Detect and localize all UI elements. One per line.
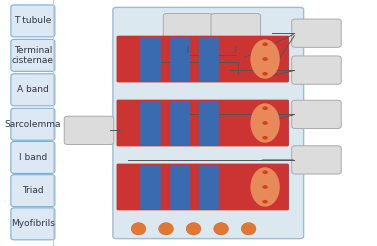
FancyBboxPatch shape	[163, 14, 213, 46]
FancyBboxPatch shape	[11, 175, 55, 207]
FancyBboxPatch shape	[211, 14, 261, 46]
Ellipse shape	[262, 72, 268, 76]
Bar	[199, 37, 219, 81]
Ellipse shape	[262, 42, 268, 46]
Text: Sarcolemma: Sarcolemma	[5, 120, 61, 129]
Ellipse shape	[262, 57, 268, 61]
Text: I band: I band	[19, 153, 47, 162]
Bar	[170, 37, 190, 81]
FancyBboxPatch shape	[116, 164, 289, 210]
FancyBboxPatch shape	[113, 7, 303, 239]
Text: Triad: Triad	[22, 186, 44, 195]
Bar	[199, 101, 219, 145]
FancyBboxPatch shape	[116, 36, 289, 82]
Ellipse shape	[250, 167, 280, 207]
FancyBboxPatch shape	[11, 5, 55, 37]
Bar	[140, 37, 161, 81]
Bar	[170, 101, 190, 145]
Ellipse shape	[131, 223, 146, 235]
FancyBboxPatch shape	[11, 108, 55, 140]
FancyBboxPatch shape	[292, 100, 341, 128]
FancyBboxPatch shape	[292, 19, 341, 47]
Ellipse shape	[214, 223, 228, 235]
FancyBboxPatch shape	[11, 39, 55, 71]
FancyBboxPatch shape	[11, 208, 55, 240]
Text: Terminal
cisternae: Terminal cisternae	[12, 46, 54, 65]
FancyBboxPatch shape	[292, 56, 341, 84]
Ellipse shape	[262, 185, 268, 189]
FancyBboxPatch shape	[116, 100, 289, 146]
Ellipse shape	[250, 39, 280, 79]
Bar	[140, 101, 161, 145]
Bar	[140, 165, 161, 209]
FancyBboxPatch shape	[11, 141, 55, 173]
Text: T tubule: T tubule	[14, 16, 52, 25]
Ellipse shape	[159, 223, 173, 235]
Ellipse shape	[262, 106, 268, 110]
Text: Myofibrils: Myofibrils	[11, 219, 55, 228]
Bar	[170, 165, 190, 209]
Ellipse shape	[186, 223, 201, 235]
Ellipse shape	[262, 121, 268, 125]
FancyBboxPatch shape	[292, 146, 341, 174]
FancyBboxPatch shape	[11, 74, 55, 106]
FancyBboxPatch shape	[64, 116, 114, 144]
Ellipse shape	[250, 103, 280, 143]
Bar	[199, 165, 219, 209]
Text: A band: A band	[17, 85, 49, 94]
Ellipse shape	[262, 200, 268, 204]
Ellipse shape	[262, 170, 268, 174]
Ellipse shape	[262, 136, 268, 139]
Ellipse shape	[241, 223, 256, 235]
